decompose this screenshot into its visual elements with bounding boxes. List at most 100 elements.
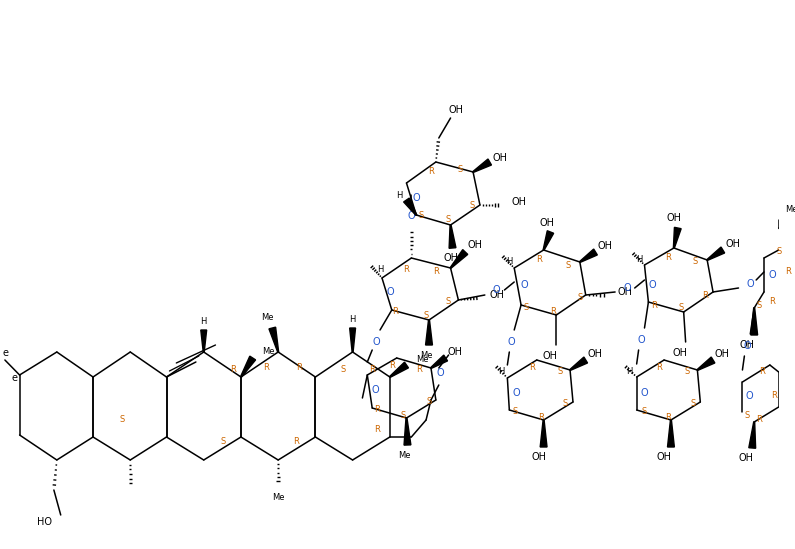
Text: S: S — [678, 304, 684, 312]
Text: Me: Me — [261, 313, 273, 322]
Text: O: O — [649, 280, 656, 290]
Text: O: O — [746, 391, 753, 401]
Text: OH: OH — [715, 349, 729, 359]
Text: O: O — [386, 287, 394, 297]
Text: OH: OH — [467, 240, 483, 250]
Text: OH: OH — [449, 105, 464, 115]
Text: e: e — [3, 348, 9, 358]
Text: O: O — [743, 341, 751, 351]
Text: OH: OH — [739, 453, 754, 463]
Text: OH: OH — [490, 290, 505, 300]
Text: S: S — [776, 248, 781, 256]
Text: O: O — [512, 388, 520, 398]
Text: O: O — [437, 368, 444, 378]
Text: H: H — [626, 367, 633, 377]
Polygon shape — [269, 327, 278, 352]
Text: R: R — [651, 300, 657, 310]
Text: OH: OH — [673, 348, 687, 358]
Text: S: S — [685, 367, 690, 377]
Text: OH: OH — [543, 351, 558, 361]
Text: R: R — [785, 267, 791, 277]
Text: O: O — [623, 283, 630, 293]
Text: Me: Me — [272, 494, 285, 502]
Polygon shape — [390, 362, 409, 377]
Text: S: S — [745, 412, 750, 421]
Text: S: S — [426, 397, 432, 406]
Text: Me: Me — [420, 350, 432, 360]
Polygon shape — [668, 420, 674, 447]
Text: OH: OH — [443, 253, 458, 263]
Text: OH: OH — [492, 153, 507, 163]
Text: S: S — [446, 216, 452, 225]
Text: R: R — [702, 290, 708, 300]
Text: R: R — [536, 255, 541, 265]
Text: O: O — [768, 270, 776, 280]
Text: OH: OH — [587, 349, 602, 359]
Text: R: R — [404, 266, 409, 274]
Text: R: R — [759, 367, 765, 377]
Text: S: S — [563, 400, 568, 408]
Text: S: S — [120, 416, 125, 424]
Polygon shape — [425, 320, 432, 345]
Text: S: S — [565, 260, 571, 270]
Text: S: S — [458, 165, 463, 175]
Text: O: O — [493, 285, 500, 295]
Text: R: R — [550, 307, 556, 317]
Polygon shape — [580, 249, 597, 262]
Text: OH: OH — [448, 347, 463, 357]
Text: O: O — [413, 193, 420, 203]
Text: OH: OH — [666, 213, 681, 223]
Text: OH: OH — [725, 239, 740, 249]
Text: Me: Me — [417, 356, 429, 365]
Text: O: O — [408, 211, 415, 221]
Text: S: S — [557, 367, 563, 377]
Text: R: R — [369, 366, 375, 374]
Text: OH: OH — [531, 452, 546, 462]
Text: Me: Me — [785, 205, 795, 215]
Text: OH: OH — [740, 340, 754, 350]
Text: H: H — [637, 255, 643, 265]
Polygon shape — [473, 159, 491, 172]
Text: e: e — [12, 373, 17, 383]
Polygon shape — [707, 247, 725, 260]
Text: R: R — [374, 425, 380, 434]
Text: O: O — [371, 385, 379, 395]
Text: O: O — [372, 337, 380, 347]
Polygon shape — [750, 308, 758, 335]
Polygon shape — [404, 418, 411, 445]
Text: R: R — [529, 363, 535, 373]
Text: R: R — [263, 363, 270, 373]
Text: O: O — [747, 279, 754, 289]
Text: R: R — [769, 298, 775, 306]
Text: S: S — [523, 304, 529, 312]
Text: O: O — [641, 388, 648, 398]
Polygon shape — [241, 356, 256, 377]
Text: H: H — [498, 367, 505, 377]
Polygon shape — [792, 220, 795, 242]
Text: Me: Me — [398, 451, 411, 460]
Text: R: R — [433, 267, 439, 277]
Text: S: S — [513, 407, 518, 417]
Text: R: R — [656, 363, 662, 373]
Text: OH: OH — [539, 218, 554, 228]
Text: S: S — [577, 294, 583, 302]
Text: R: R — [231, 366, 236, 374]
Text: S: S — [692, 257, 698, 266]
Text: R: R — [417, 366, 422, 374]
Text: OH: OH — [617, 287, 632, 297]
Text: S: S — [418, 210, 424, 220]
Text: R: R — [665, 413, 671, 423]
Text: Me: Me — [262, 348, 275, 356]
Text: S: S — [691, 400, 696, 408]
Polygon shape — [431, 355, 448, 368]
Text: S: S — [642, 407, 647, 417]
Text: S: S — [424, 311, 429, 320]
Text: O: O — [520, 280, 528, 290]
Text: S: S — [446, 298, 452, 306]
Polygon shape — [350, 328, 355, 352]
Polygon shape — [449, 225, 456, 248]
Polygon shape — [201, 330, 207, 352]
Text: R: R — [756, 416, 762, 424]
Text: O: O — [638, 335, 646, 345]
Polygon shape — [543, 231, 553, 250]
